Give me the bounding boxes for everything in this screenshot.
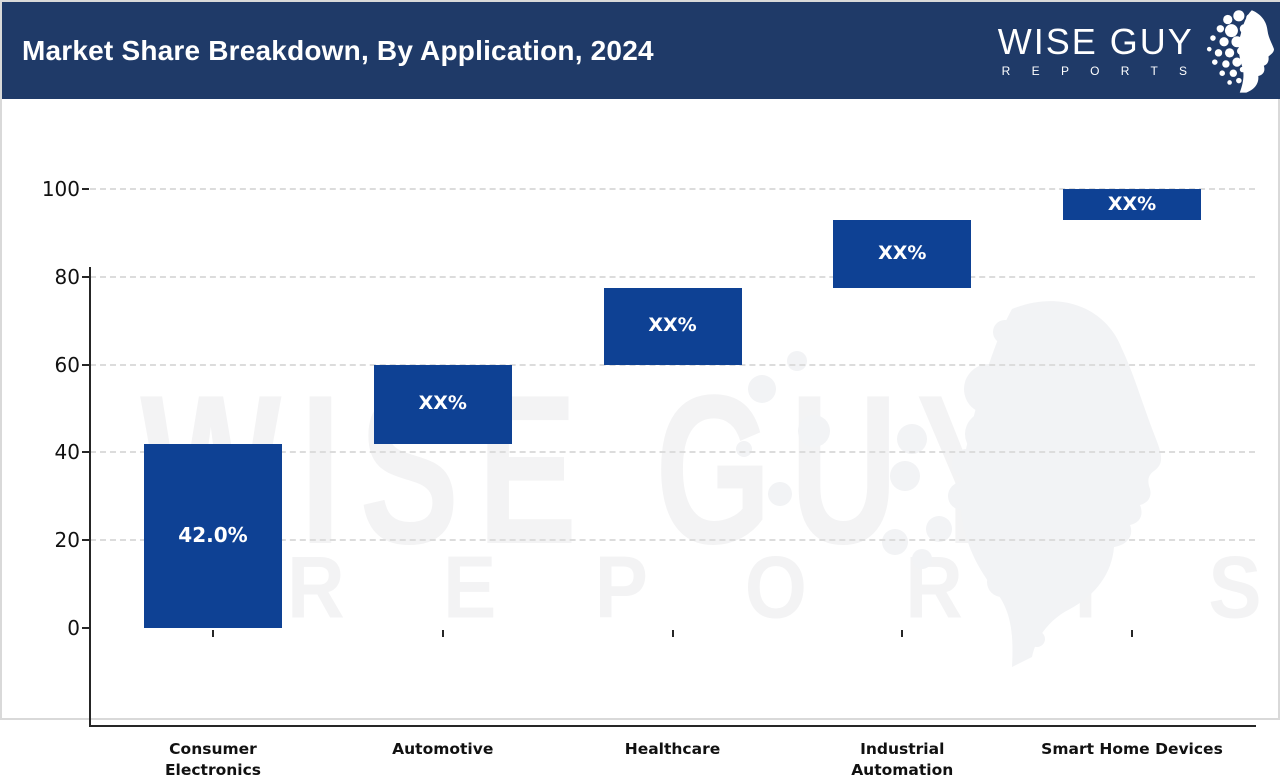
bar-value-label: XX% — [1107, 192, 1157, 215]
watermark-face-dots-icon — [736, 301, 1162, 667]
waterfall-bar-segment — [373, 364, 512, 444]
y-tick-label: 0 — [67, 616, 80, 640]
header-bar: Market Share Breakdown, By Application, … — [2, 2, 1280, 99]
x-category-label: Healthcare — [624, 740, 721, 758]
logo-brand-name: WISE GUY — [997, 20, 1194, 62]
x-category-label: Industrial Automation — [851, 740, 954, 779]
x-tick-mark — [441, 630, 444, 637]
y-tick-label: 60 — [54, 352, 80, 377]
y-tick-label: 100 — [41, 177, 80, 201]
face-profile-logo-icon — [1206, 9, 1274, 93]
x-tick-mark — [901, 630, 904, 637]
y-gridline — [90, 275, 1255, 278]
bar-value-label: XX% — [418, 392, 467, 415]
x-tick-mark — [671, 630, 674, 637]
x-axis-line — [89, 725, 1256, 727]
y-gridline — [90, 451, 1255, 454]
page-title: Market Share Breakdown, By Application, … — [22, 34, 654, 66]
waterfall-bar-segment — [144, 443, 282, 628]
y-tick-label: 80 — [54, 264, 80, 289]
wiseguy-logo-text: WISE GUY R E P O R T S — [996, 20, 1196, 78]
y-gridline — [90, 539, 1255, 542]
y-axis-line — [89, 267, 91, 726]
chart-area: WISE GUY R E P O R T S — [2, 99, 1280, 779]
bar-value-label: XX% — [648, 314, 697, 337]
x-tick-mark — [1131, 630, 1133, 637]
y-tick-mark — [82, 627, 89, 629]
waterfall-bar-segment — [1063, 189, 1201, 220]
y-tick-mark — [82, 451, 89, 454]
x-category-label: Automotive — [392, 740, 494, 758]
y-tick-mark — [82, 275, 89, 278]
bar-value-label: 42.0% — [178, 523, 248, 548]
waterfall-bar-segment — [603, 287, 742, 365]
x-category-label: Smart Home Devices — [1041, 740, 1223, 758]
x-category-label: Consumer Electronics — [164, 740, 262, 779]
y-tick-label: 40 — [54, 440, 80, 465]
y-tick-mark — [82, 188, 89, 190]
x-tick-mark — [212, 630, 214, 637]
y-tick-mark — [82, 539, 89, 542]
logo-brand-subtitle: R E P O R T S — [1001, 63, 1196, 78]
waterfall-bar-segment — [833, 219, 972, 288]
y-gridline — [90, 363, 1255, 366]
watermark-text-line1: WISE GUY — [140, 349, 1035, 589]
y-tick-label: 20 — [54, 528, 80, 553]
y-tick-mark — [82, 363, 89, 366]
wiseguy-logo: WISE GUY R E P O R T S — [996, 2, 1274, 99]
y-gridline — [90, 188, 1255, 190]
bar-value-label: XX% — [878, 241, 927, 264]
